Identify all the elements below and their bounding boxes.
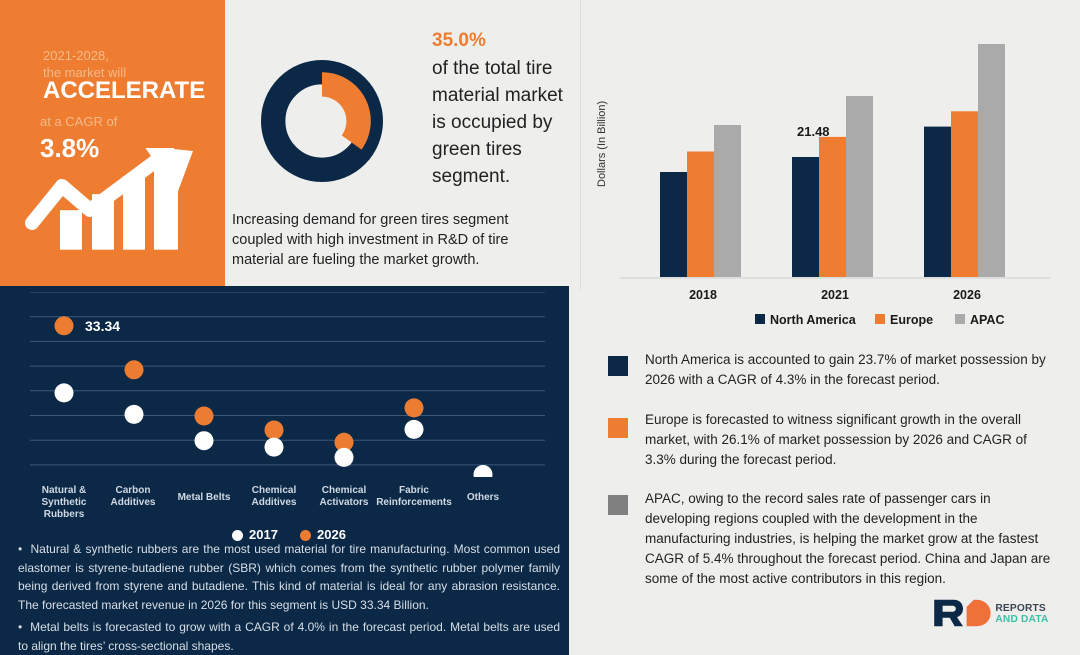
svg-text:REPORTS: REPORTS — [995, 603, 1046, 614]
svg-text:AND DATA: AND DATA — [995, 614, 1049, 625]
